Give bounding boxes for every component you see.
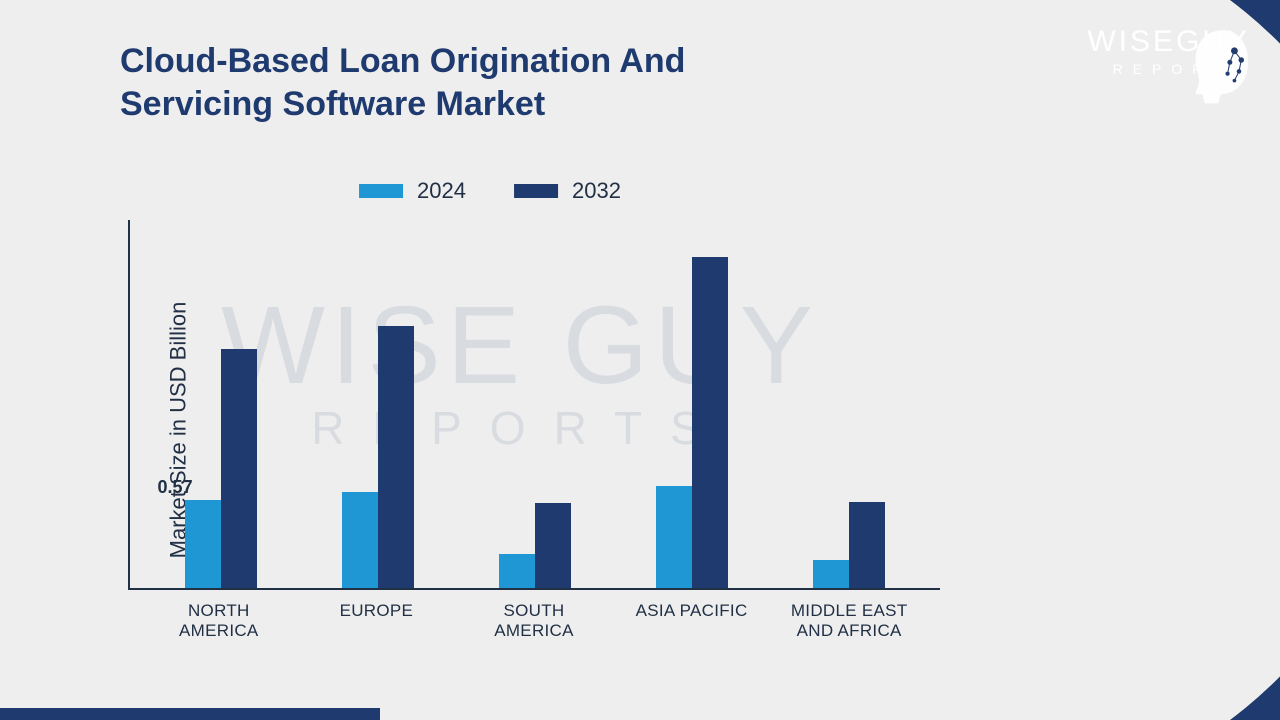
bar-2024: [813, 560, 849, 588]
chart: Market Size in USD Billion 2024 2032 0.5…: [40, 170, 940, 690]
bar-group: 0.57: [185, 349, 257, 588]
brand-head-icon: [1188, 28, 1258, 108]
bar-2032: [849, 502, 885, 588]
bar-group: [656, 257, 728, 588]
legend-label-2024: 2024: [417, 178, 466, 204]
plot-area: 0.57: [128, 220, 940, 590]
legend-item-2024: 2024: [359, 178, 466, 204]
canvas: WISE GUY REPORTS Cloud-Based Loan Origin…: [0, 0, 1280, 720]
bar-2024: [342, 492, 378, 588]
brand-word-1: WISE: [1087, 25, 1176, 58]
bar-2032: [535, 503, 571, 588]
legend-label-2032: 2032: [572, 178, 621, 204]
bar-2024: [656, 486, 692, 588]
bar-group: [813, 502, 885, 588]
legend: 2024 2032: [359, 178, 621, 204]
x-tick-label: ASIA PACIFIC: [632, 601, 752, 690]
legend-item-2032: 2032: [514, 178, 621, 204]
bar-2032: [221, 349, 257, 588]
sidebar-panel: [960, 0, 1280, 720]
bottom-accent-strip: [0, 708, 380, 720]
bar-group: [499, 503, 571, 588]
bar-value-label: 0.57: [158, 477, 193, 498]
bar-2024: [499, 554, 535, 588]
legend-swatch-2024: [359, 184, 403, 198]
x-tick-label: NORTH AMERICA: [159, 601, 279, 690]
bar-groups: 0.57: [130, 220, 940, 588]
x-axis-labels: NORTH AMERICA EUROPE SOUTH AMERICA ASIA PAC…: [128, 595, 940, 690]
bar-group: [342, 326, 414, 588]
x-tick-label: EUROPE: [316, 601, 436, 690]
bar-2032: [378, 326, 414, 588]
x-tick-label: SOUTH AMERICA: [474, 601, 594, 690]
legend-swatch-2032: [514, 184, 558, 198]
x-tick-label: MIDDLE EAST AND AFRICA: [789, 601, 909, 690]
bar-2024: 0.57: [185, 500, 221, 588]
chart-title: Cloud-Based Loan Origination And Servici…: [120, 40, 840, 125]
bar-2032: [692, 257, 728, 588]
